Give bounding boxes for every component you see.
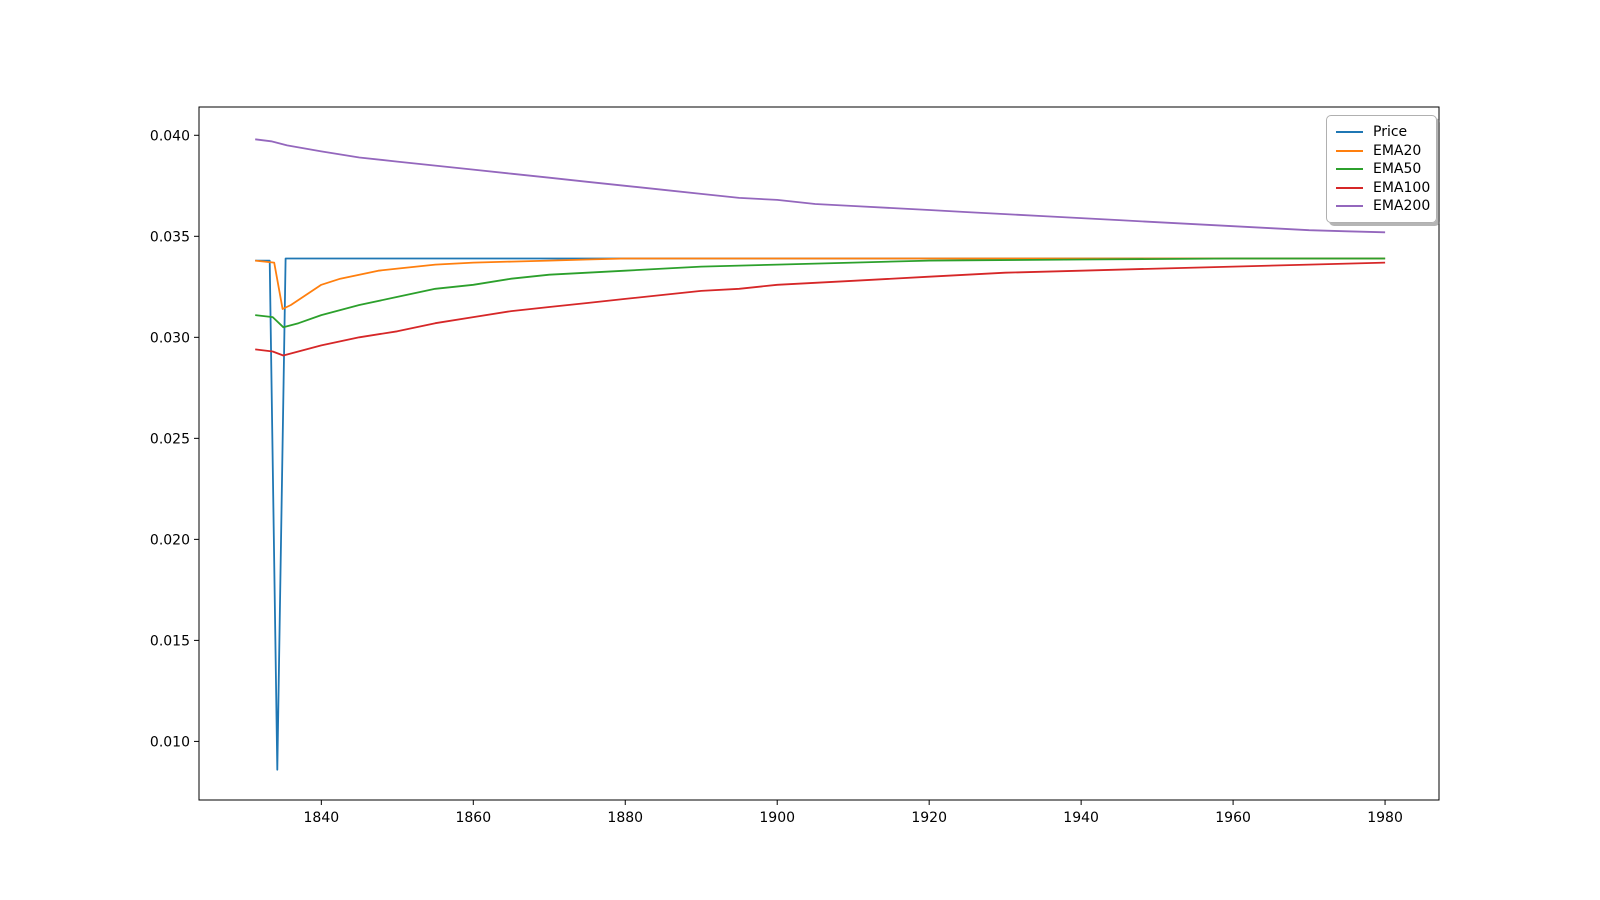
y-tick-label: 0.040 <box>150 128 190 144</box>
x-tick-label: 1840 <box>304 810 340 826</box>
legend-label-ema50: EMA50 <box>1373 161 1422 177</box>
legend: Price EMA20 EMA50 EMA100 EMA200 <box>1326 115 1437 223</box>
legend-label-ema100: EMA100 <box>1373 179 1431 196</box>
legend-line-sample-ema50 <box>1336 168 1363 170</box>
legend-line-sample-ema20 <box>1336 149 1363 152</box>
x-tick-label: 1960 <box>1215 810 1251 826</box>
x-tick-label: 1900 <box>759 810 795 826</box>
series-line-price <box>255 257 1386 771</box>
legend-item-ema20: EMA20 <box>1336 142 1428 160</box>
x-tick-label: 1980 <box>1367 810 1403 826</box>
legend-item-price: Price <box>1336 123 1428 141</box>
legend-item-ema100: EMA100 <box>1336 179 1431 197</box>
legend-line-sample-ema200 <box>1336 205 1363 207</box>
y-tick-label: 0.020 <box>150 532 190 548</box>
y-tick-label: 0.010 <box>150 734 190 750</box>
x-tick-label: 1920 <box>911 810 947 826</box>
legend-label-ema20: EMA20 <box>1373 142 1422 159</box>
x-tick-label: 1880 <box>607 810 643 826</box>
legend-label-ema200: EMA200 <box>1373 198 1431 214</box>
series-line-ema20 <box>255 257 1386 310</box>
legend-label-price: Price <box>1373 124 1408 140</box>
x-tick-label: 1940 <box>1063 810 1099 826</box>
legend-item-ema50: EMA50 <box>1336 160 1428 178</box>
y-tick-label: 0.030 <box>150 330 190 346</box>
legend-line-sample-price <box>1336 131 1363 133</box>
legend-item-ema200: EMA200 <box>1336 197 1431 215</box>
series-line-ema100 <box>255 261 1386 357</box>
y-tick-label: 0.035 <box>150 229 190 245</box>
legend-line-sample-ema100 <box>1336 186 1363 189</box>
series-line-ema200 <box>255 138 1386 234</box>
axes-spines <box>198 106 1440 801</box>
x-tick-label: 1860 <box>455 810 491 826</box>
y-tick-label: 0.015 <box>150 633 190 649</box>
y-tick-label: 0.025 <box>150 431 190 447</box>
series-line-ema50 <box>255 257 1386 329</box>
